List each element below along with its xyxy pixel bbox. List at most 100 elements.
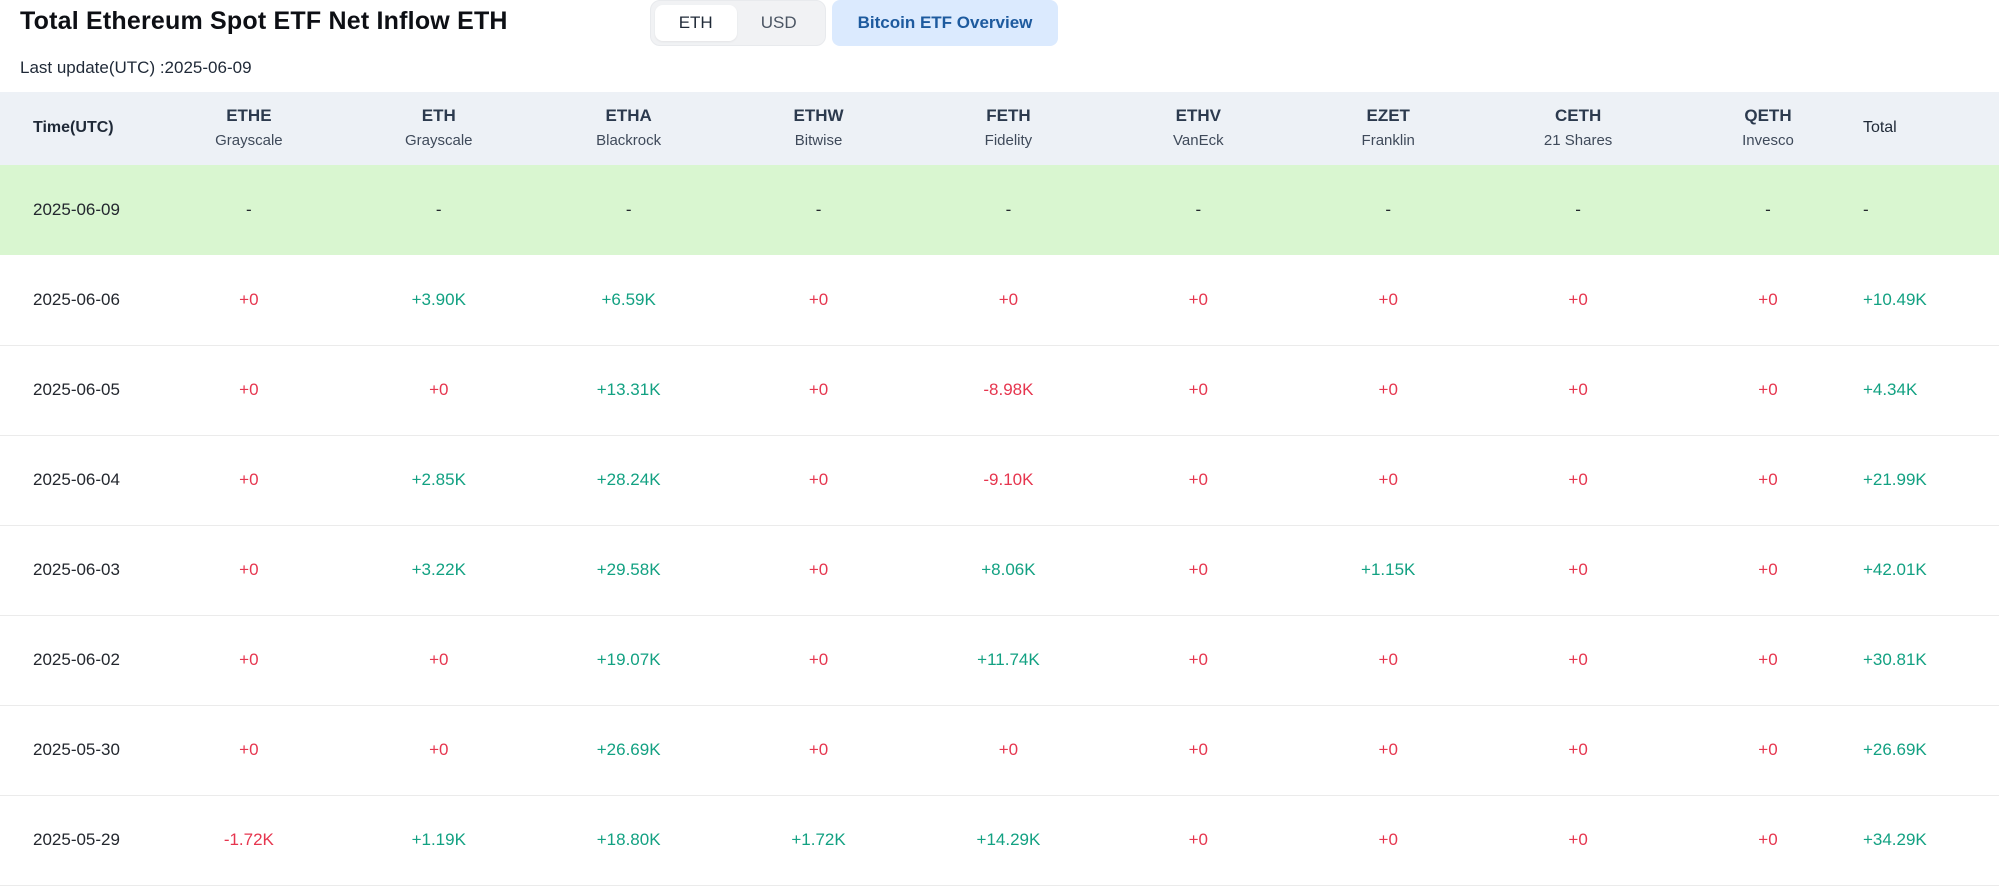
cell-date: 2025-06-03	[33, 560, 120, 579]
cell-value: +0	[1758, 740, 1778, 759]
table-row: 2025-06-03 +0 +3.22K +29.58K +0 +8.06K +0 +1.15…	[0, 525, 1999, 615]
cell-total: +21.99K	[1862, 470, 1927, 489]
cell-value: +13.31K	[596, 380, 661, 399]
page-title: Total Ethereum Spot ETF Net Inflow ETH	[20, 7, 508, 35]
etf-column-header-ethe: ETHE Grayscale	[153, 92, 344, 165]
cell-date: 2025-06-04	[33, 470, 120, 489]
cell-total: +42.01K	[1862, 560, 1927, 579]
cell-value: +0	[808, 560, 829, 579]
cell-value: +0	[1188, 650, 1209, 669]
cell-value: +0	[808, 650, 829, 669]
etf-column-header-eth: ETH Grayscale	[343, 92, 534, 165]
currency-toggle: ETH USD	[649, 0, 826, 46]
cell-value: +0	[1758, 560, 1778, 579]
cell-value: +2.85K	[411, 470, 466, 489]
cell-value: +0	[1568, 560, 1588, 579]
topbar: Total Ethereum Spot ETF Net Inflow ETH E…	[0, 0, 1999, 46]
etf-ticker: EZET	[1366, 106, 1410, 125]
table-row: 2025-05-30 +0 +0 +26.69K +0 +0 +0 +0 +0 +0 +26.69K	[0, 705, 1999, 795]
cell-value: +0	[429, 380, 449, 399]
cell-value: +0	[998, 289, 1019, 309]
etf-ticker: ETHW	[793, 106, 844, 125]
cell-value: +0	[1568, 470, 1588, 489]
etf-issuer: Grayscale	[404, 132, 473, 149]
time-column-header: Time(UTC)	[0, 92, 154, 165]
cell-value: +0	[1188, 560, 1209, 579]
cell-value: +0	[1378, 289, 1398, 309]
cell-value: +0	[429, 740, 449, 759]
cell-value: +0	[1568, 380, 1588, 399]
cell-value: -	[1005, 200, 1012, 219]
etf-issuer: Invesco	[1742, 132, 1794, 149]
cell-value: +18.80K	[596, 830, 661, 849]
etf-column-header-qeth: QETH Invesco	[1673, 92, 1863, 165]
cell-total: +10.49K	[1862, 289, 1927, 309]
cell-value: -	[246, 200, 252, 219]
cell-value: +0	[808, 740, 829, 759]
cell-date: 2025-05-30	[33, 740, 120, 759]
etf-issuer: Fidelity	[984, 132, 1033, 149]
cell-value: +0	[998, 740, 1019, 759]
cell-value: +0	[1568, 650, 1588, 669]
cell-value: -9.10K	[983, 470, 1034, 489]
etf-issuer: Franklin	[1361, 132, 1415, 149]
header-row: Time(UTC) ETHE Grayscale ETH Grayscale ETHA Bl…	[0, 92, 1999, 165]
cell-value: +0	[239, 470, 259, 489]
cell-value: +0	[1758, 830, 1778, 849]
toggle-usd-button[interactable]: USD	[737, 5, 821, 41]
cell-total: +30.81K	[1862, 650, 1927, 669]
cell-value: -	[1385, 200, 1392, 219]
cell-value: +28.24K	[596, 470, 661, 489]
bitcoin-etf-overview-button[interactable]: Bitcoin ETF Overview	[831, 0, 1059, 46]
etf-column-header-ezet: EZET Franklin	[1293, 92, 1484, 165]
cell-value: +0	[1378, 470, 1398, 489]
etf-ticker: CETH	[1554, 106, 1602, 125]
cell-value: +11.74K	[977, 650, 1040, 669]
last-update-text: Last update(UTC) :2025-06-09	[20, 58, 252, 77]
cell-value: +0	[239, 560, 259, 579]
etf-issuer: Grayscale	[215, 132, 283, 149]
etf-ticker: FETH	[986, 106, 1031, 125]
cell-date: 2025-05-29	[33, 830, 120, 849]
etf-column-header-ceth: CETH 21 Shares	[1483, 92, 1674, 165]
etf-ticker: ETH	[421, 106, 456, 125]
cell-value: -	[1575, 200, 1581, 219]
total-column-header: Total	[1862, 92, 1999, 165]
cell-value: +6.59K	[601, 289, 656, 309]
cell-value: +0	[1758, 470, 1778, 489]
etf-column-header-ethw: ETHW Bitwise	[723, 92, 914, 165]
cell-value: -	[815, 200, 822, 219]
table-header: Time(UTC) ETHE Grayscale ETH Grayscale ETHA Bl…	[0, 92, 1999, 165]
cell-value: +0	[1188, 830, 1209, 849]
cell-date: 2025-06-02	[33, 650, 120, 669]
cell-value: +0	[1568, 289, 1588, 309]
table-row: 2025-06-05 +0 +0 +13.31K +0 -8.98K +0 +0 +0 +0 +4.…	[0, 345, 1999, 435]
cell-value: +0	[239, 740, 259, 759]
cell-value: +0	[239, 289, 259, 309]
etf-column-header-etha: ETHA Blackrock	[533, 92, 724, 165]
cell-value: +0	[1378, 380, 1398, 399]
etf-ticker: ETHE	[226, 106, 272, 125]
cell-value: +3.90K	[411, 289, 466, 309]
cell-total: +26.69K	[1862, 740, 1927, 759]
cell-value: +8.06K	[981, 560, 1036, 579]
etf-issuer: Blackrock	[596, 132, 662, 149]
etf-inflow-table: Time(UTC) ETHE Grayscale ETH Grayscale ETHA Bl…	[0, 92, 1999, 886]
etf-issuer: VanEck	[1173, 132, 1224, 149]
cell-value: +1.72K	[791, 830, 846, 849]
cell-value: +0	[1378, 830, 1398, 849]
cell-value: +14.29K	[976, 830, 1041, 849]
cell-value: +0	[239, 650, 259, 669]
toggle-eth-button[interactable]: ETH	[654, 5, 737, 41]
etf-column-header-ethv: ETHV VanEck	[1103, 92, 1294, 165]
cell-value: +0	[1188, 380, 1209, 399]
cell-value: -	[625, 200, 632, 219]
etf-ticker: ETHV	[1175, 106, 1221, 125]
etf-issuer: 21 Shares	[1543, 132, 1613, 149]
cell-date: 2025-06-05	[33, 380, 120, 399]
cell-value: +0	[239, 380, 259, 399]
table-row: 2025-05-29 -1.72K +1.19K +18.80K +1.72K +14.2…	[0, 795, 1999, 885]
cell-value: +19.07K	[596, 650, 661, 669]
cell-date: 2025-06-06	[33, 289, 120, 309]
cell-value: -	[435, 200, 442, 219]
